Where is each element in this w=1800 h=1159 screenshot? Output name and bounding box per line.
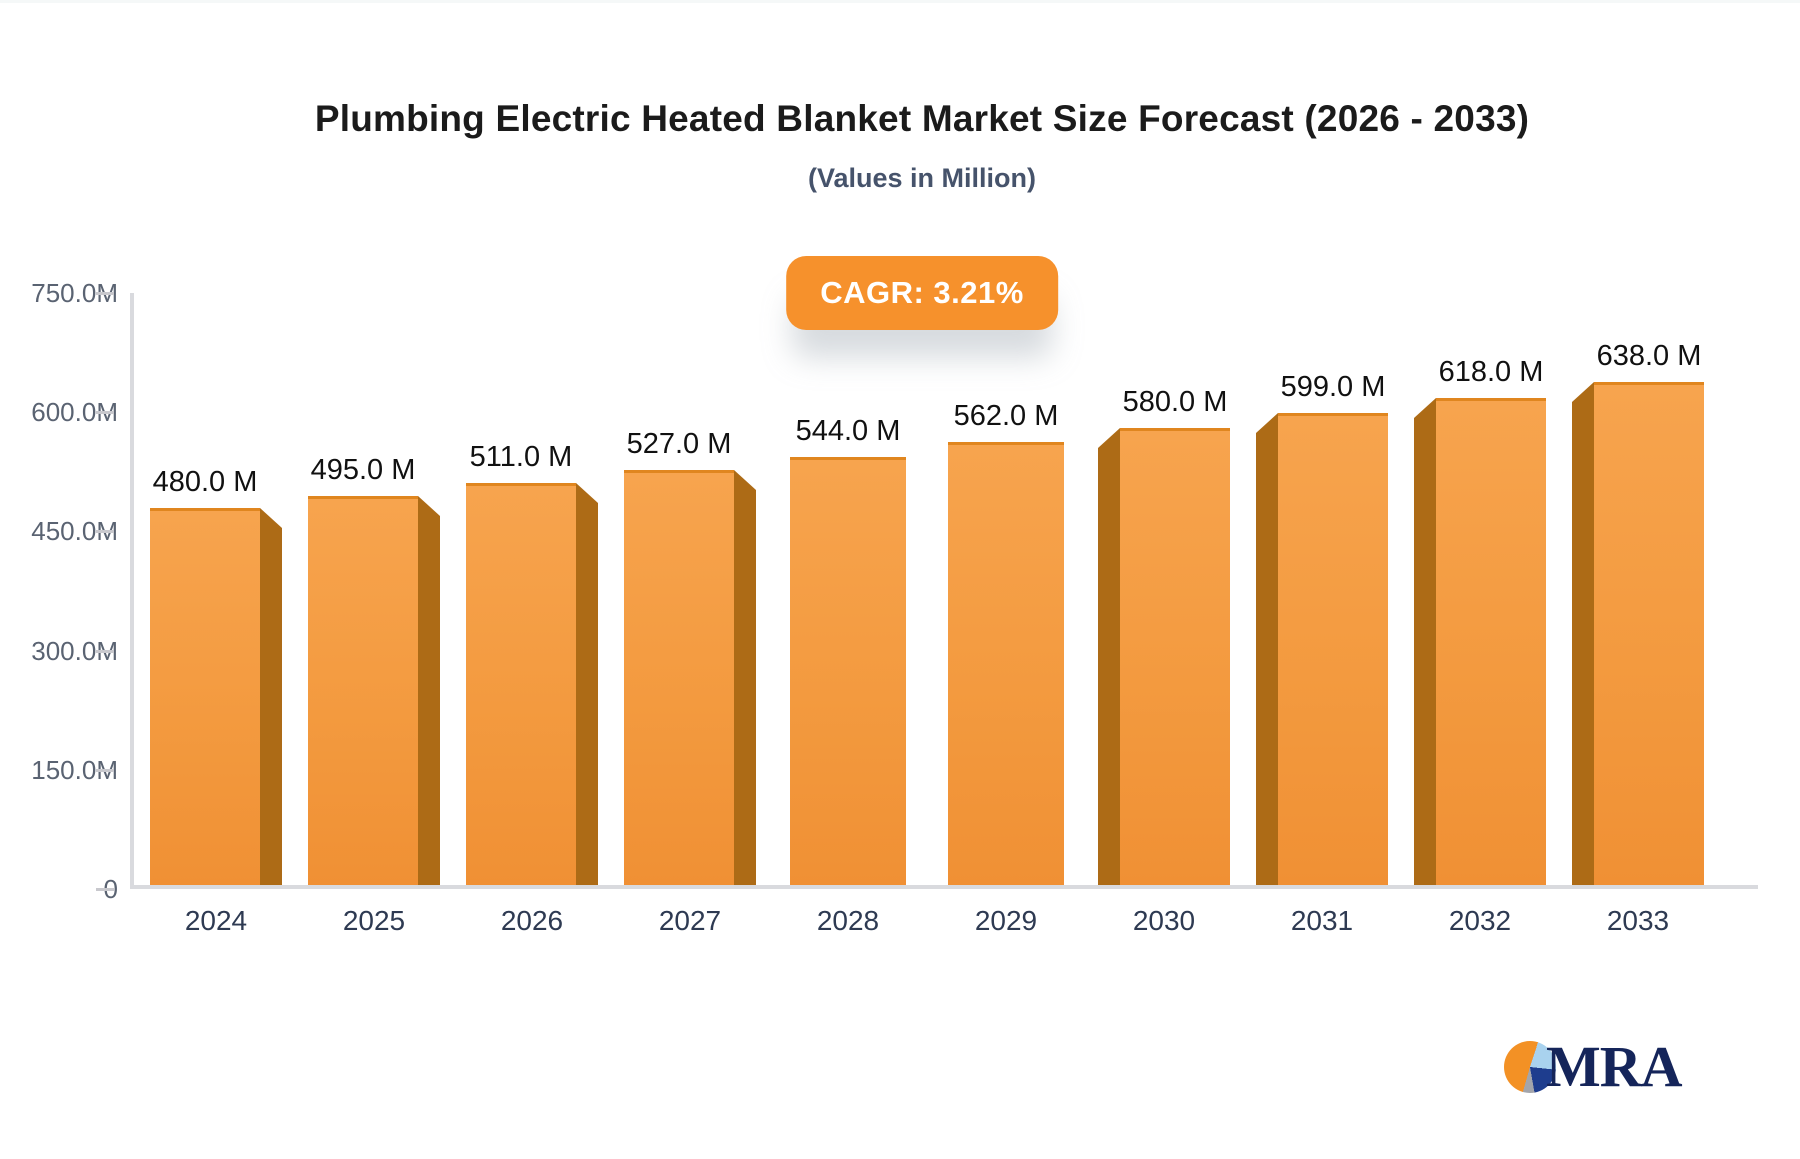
y-tick-dash: [96, 411, 114, 415]
bar-value-label: 544.0 M: [795, 415, 901, 447]
x-axis-baseline: [130, 885, 1758, 889]
bar-value-label: 527.0 M: [626, 428, 732, 460]
x-tick-label-2030: 2030: [1132, 905, 1196, 936]
cagr-badge: CAGR: 3.21%: [786, 256, 1058, 330]
y-tick-dash: [96, 292, 114, 295]
x-tick-label-2025: 2025: [342, 905, 406, 936]
bar-2024[interactable]: 480.0 M: [150, 466, 282, 889]
bar-face: [466, 483, 576, 889]
bar-value-label: 495.0 M: [310, 454, 416, 486]
y-tick-dash: [96, 888, 114, 891]
x-tick-label-2024: 2024: [184, 905, 248, 936]
bar-side-shade: [1256, 413, 1278, 889]
bar-face: [624, 470, 734, 889]
bar-face: [1278, 413, 1388, 889]
bar-2026[interactable]: 511.0 M: [466, 441, 598, 889]
bar-2033[interactable]: 638.0 M: [1572, 340, 1704, 889]
bar-face: [1436, 398, 1546, 889]
pie-chart-logo-icon: [1504, 1041, 1556, 1093]
bar-value-label: 511.0 M: [469, 441, 573, 473]
bar-2025[interactable]: 495.0 M: [308, 454, 440, 889]
page-title: Plumbing Electric Heated Blanket Market …: [314, 98, 1530, 139]
bar-value-label: 562.0 M: [953, 400, 1059, 432]
bar-side-shade: [734, 470, 756, 889]
bar-2028[interactable]: 544.0 M: [790, 415, 906, 889]
bar-side-shade: [1098, 428, 1120, 889]
cagr-badge-label: CAGR: 3.21%: [820, 275, 1024, 310]
bar-side-shade: [1414, 398, 1436, 889]
x-tick-label-2027: 2027: [658, 905, 722, 936]
bar-face: [1120, 428, 1230, 889]
bar-value-label: 618.0 M: [1438, 356, 1544, 388]
x-tick-label-2033: 2033: [1606, 905, 1670, 936]
bar-value-label: 580.0 M: [1122, 386, 1228, 418]
bar-face: [150, 508, 260, 889]
bar-2027[interactable]: 527.0 M: [624, 428, 756, 889]
x-tick-label-2028: 2028: [816, 905, 880, 936]
x-tick-label-2026: 2026: [500, 905, 564, 936]
bar-face: [308, 496, 418, 889]
bar-face: [790, 457, 906, 889]
bar-2030[interactable]: 580.0 M: [1098, 386, 1230, 889]
y-tick-dash: [96, 530, 114, 534]
bar-2032[interactable]: 618.0 M: [1414, 356, 1546, 889]
y-tick-dash: [96, 768, 114, 772]
brand-logo: MRA: [1504, 1034, 1683, 1099]
y-tick-dash: [96, 649, 114, 653]
x-tick-label-2032: 2032: [1448, 905, 1512, 936]
bar-2029[interactable]: 562.0 M: [948, 400, 1064, 889]
bar-face: [948, 442, 1064, 889]
bar-side-shade: [576, 483, 598, 889]
bar-face: [1594, 382, 1704, 889]
bar-side-shade: [418, 496, 440, 889]
logo-text: MRA: [1546, 1034, 1683, 1099]
bar-value-label: 638.0 M: [1596, 340, 1702, 372]
x-tick-label-2031: 2031: [1290, 905, 1354, 936]
page-subtitle: (Values in Million): [807, 163, 1037, 193]
x-tick-label-2029: 2029: [974, 905, 1038, 936]
y-axis-line: [130, 293, 134, 889]
bar-side-shade: [260, 508, 282, 889]
bar-side-shade: [1572, 382, 1594, 889]
bar-2031[interactable]: 599.0 M: [1256, 371, 1388, 889]
bar-value-label: 480.0 M: [152, 466, 258, 498]
bar-value-label: 599.0 M: [1280, 371, 1386, 403]
